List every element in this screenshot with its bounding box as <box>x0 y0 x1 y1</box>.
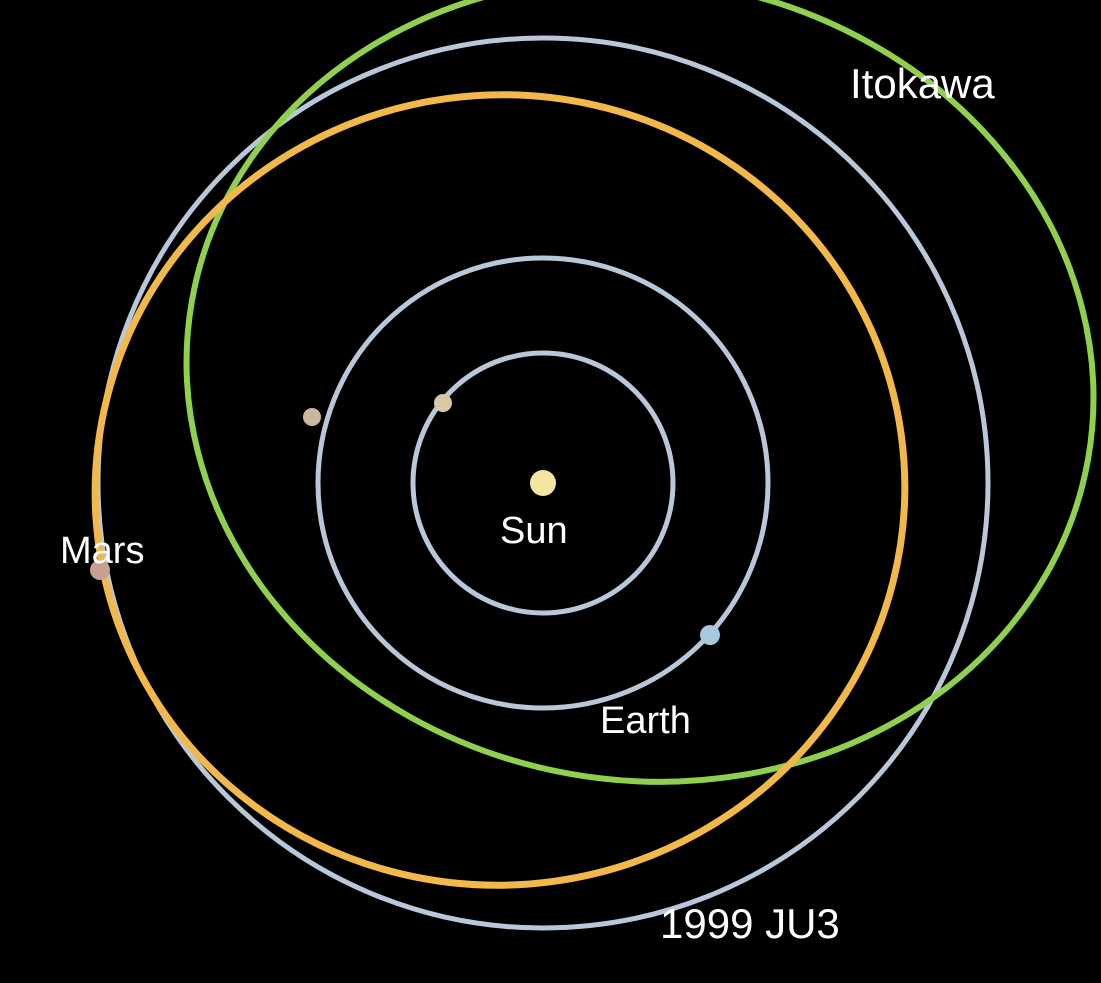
label-mars: Mars <box>60 530 144 573</box>
orbit-diagram: Sun Earth Mars Itokawa 1999 JU3 <box>0 0 1101 983</box>
label-earth: Earth <box>600 700 691 743</box>
label-sun: Sun <box>500 510 568 553</box>
label-1999-ju3: 1999 JU3 <box>660 900 840 948</box>
orbit-svg <box>0 0 1101 983</box>
label-itokawa: Itokawa <box>850 60 995 108</box>
